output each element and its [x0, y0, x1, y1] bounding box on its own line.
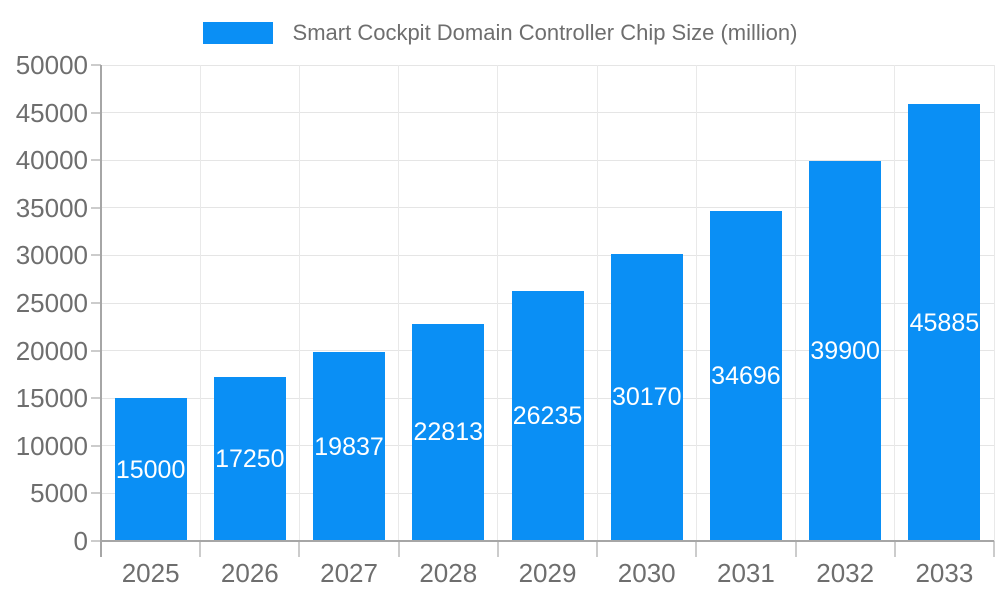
- bar-2032[interactable]: [809, 161, 882, 541]
- y-tick: [91, 492, 101, 495]
- x-tick: [397, 541, 400, 557]
- bar-value-label: 45885: [909, 308, 980, 337]
- y-tick: [91, 64, 101, 66]
- bar-2025[interactable]: [114, 398, 187, 541]
- bar-value-label: 19837: [314, 432, 384, 461]
- y-gridline: [101, 112, 994, 114]
- x-gridline: [497, 65, 499, 541]
- bar-2033[interactable]: [908, 104, 981, 541]
- x-gridline: [695, 65, 697, 541]
- y-axis-label: 15000: [15, 383, 88, 414]
- bar-2026[interactable]: [213, 376, 286, 541]
- x-axis-label: 2033: [915, 558, 974, 588]
- x-tick: [199, 541, 202, 557]
- x-axis-label: 2029: [518, 558, 577, 588]
- y-tick: [91, 397, 101, 400]
- y-tick: [91, 206, 101, 209]
- y-axis-label: 45000: [15, 97, 88, 128]
- x-gridline: [993, 65, 995, 541]
- bar-value-label: 30170: [611, 383, 682, 412]
- legend[interactable]: Smart Cockpit Domain Controller Chip Siz…: [0, 20, 1000, 46]
- x-gridline: [199, 65, 201, 541]
- x-axis-label: 2032: [816, 558, 875, 588]
- y-tick: [91, 444, 101, 447]
- y-axis-label: 25000: [15, 288, 88, 318]
- y-axis-label: 20000: [15, 335, 88, 366]
- x-tick: [893, 541, 896, 557]
- bar-value-label: 39900: [810, 337, 880, 366]
- bar-2029[interactable]: [511, 291, 584, 541]
- x-gridline: [298, 65, 300, 541]
- y-axis-label: 10000: [15, 430, 88, 461]
- bar-value-label: 22813: [413, 418, 484, 447]
- x-axis-label: 2030: [617, 558, 676, 588]
- y-tick: [91, 254, 101, 257]
- y-gridline: [101, 64, 994, 66]
- bar-value-label: 17250: [215, 444, 285, 473]
- y-axis-label: 35000: [15, 192, 88, 223]
- y-tick: [91, 540, 101, 542]
- x-axis-label: 2027: [320, 558, 378, 588]
- x-tick: [794, 541, 797, 557]
- y-axis-line: [100, 65, 102, 557]
- x-tick: [695, 541, 698, 557]
- y-axis-label: 5000: [30, 478, 88, 509]
- x-tick: [496, 541, 499, 557]
- y-gridline: [101, 207, 994, 209]
- y-tick: [91, 349, 101, 352]
- x-axis-label: 2026: [220, 558, 279, 588]
- y-gridline: [101, 254, 994, 256]
- y-tick: [91, 302, 101, 304]
- bar-2030[interactable]: [610, 253, 683, 541]
- bar-2027[interactable]: [313, 352, 386, 541]
- bar-value-label: 34696: [711, 361, 781, 390]
- y-gridline: [101, 159, 994, 161]
- legend-label: Smart Cockpit Domain Controller Chip Siz…: [292, 20, 798, 45]
- bar-2028[interactable]: [412, 323, 485, 541]
- bar-value-label: 26235: [512, 402, 583, 431]
- y-axis-label: 0: [73, 526, 88, 556]
- x-gridline: [398, 65, 400, 541]
- legend-swatch: [202, 22, 273, 44]
- y-axis-label: 30000: [15, 240, 88, 271]
- y-axis-label: 50000: [15, 50, 88, 80]
- y-tick: [91, 159, 101, 162]
- x-axis-label: 2025: [121, 558, 180, 588]
- bar-value-label: 15000: [115, 455, 186, 484]
- x-tick: [993, 541, 995, 557]
- x-tick: [298, 541, 301, 557]
- x-axis-label: 2031: [717, 558, 775, 588]
- x-tick: [596, 541, 599, 557]
- x-axis-label: 2028: [419, 558, 478, 588]
- x-gridline: [596, 65, 598, 541]
- x-gridline: [795, 65, 797, 541]
- y-tick: [91, 111, 101, 114]
- x-axis-line: [101, 540, 994, 542]
- y-axis-label: 40000: [15, 145, 88, 176]
- bar-2031[interactable]: [709, 210, 782, 541]
- x-gridline: [894, 65, 896, 541]
